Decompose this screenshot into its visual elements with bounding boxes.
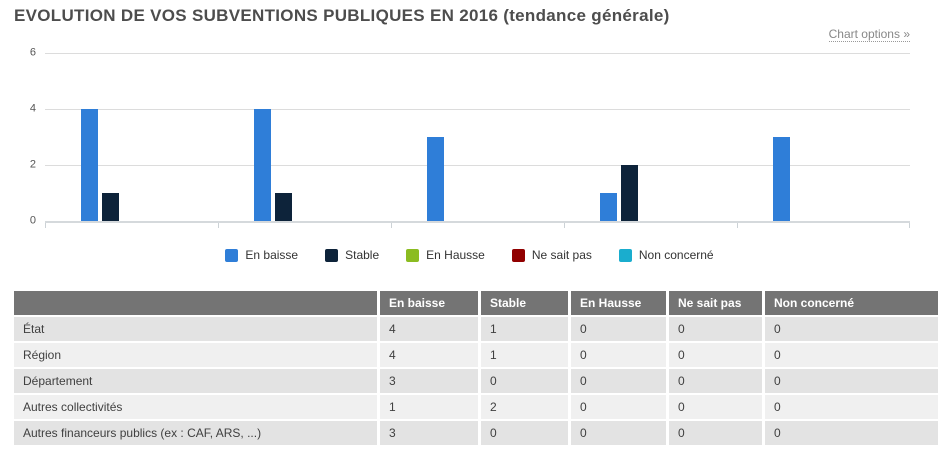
value-cell: 0 (669, 395, 762, 419)
page-title: EVOLUTION DE VOS SUBVENTIONS PUBLIQUES E… (14, 6, 670, 25)
category-group (564, 53, 737, 221)
value-cell: 0 (765, 343, 938, 367)
value-cell: 0 (481, 421, 568, 445)
legend-item-label: En Hausse (426, 248, 485, 262)
bar (773, 137, 790, 221)
row-label-cell: Autres collectivités (14, 395, 377, 419)
value-cell: 0 (571, 343, 666, 367)
x-axis-tick (218, 223, 219, 228)
category-group (391, 53, 564, 221)
row-label-cell: Autres financeurs publics (ex : CAF, ARS… (14, 421, 377, 445)
row-label-cell: Région (14, 343, 377, 367)
value-cell: 0 (571, 369, 666, 393)
value-cell: 0 (669, 343, 762, 367)
results-table: En baisse Stable En Hausse Ne sait pas Non c… (14, 291, 938, 445)
legend-swatch (618, 248, 632, 262)
x-axis-tick (391, 223, 392, 228)
value-cell: 0 (571, 421, 666, 445)
value-cell: 0 (669, 369, 762, 393)
value-cell: 0 (669, 317, 762, 341)
value-cell: 0 (571, 317, 666, 341)
bar (600, 193, 617, 221)
value-cell: 4 (380, 343, 478, 367)
bar (81, 109, 98, 221)
y-axis-tick-label: 2 (29, 158, 36, 171)
bar-chart: 0 2 4 6 (30, 47, 910, 228)
value-cell: 3 (380, 421, 478, 445)
table-header-cell: En Hausse (571, 291, 666, 315)
y-axis-tick-label: 6 (29, 46, 36, 59)
bar (102, 193, 119, 221)
row-label-cell: État (14, 317, 377, 341)
value-cell: 2 (481, 395, 568, 419)
legend-item-label: Non concerné (638, 248, 714, 262)
table-header-cell: Non concerné (765, 291, 938, 315)
table-header-cell: Stable (481, 291, 568, 315)
table-header-cell (14, 291, 377, 315)
value-cell: 0 (765, 421, 938, 445)
legend-item[interactable]: Stable (325, 248, 379, 262)
legend-item[interactable]: Non concerné (618, 248, 714, 262)
survey-chart-panel: EVOLUTION DE VOS SUBVENTIONS PUBLIQUES E… (0, 6, 939, 476)
value-cell: 0 (571, 395, 666, 419)
gridline (45, 109, 910, 110)
bar (427, 137, 444, 221)
legend-swatch (225, 248, 239, 262)
category-group (218, 53, 391, 221)
legend-item[interactable]: Ne sait pas (511, 248, 592, 262)
value-cell: 0 (669, 421, 762, 445)
gridline (45, 165, 910, 166)
category-group (45, 53, 218, 221)
legend-swatch (325, 248, 339, 262)
value-cell: 1 (380, 395, 478, 419)
bar (254, 109, 271, 221)
legend-item-label: Stable (345, 248, 380, 262)
value-cell: 0 (765, 369, 938, 393)
legend-item-label: En baisse (245, 248, 299, 262)
legend-item-label: Ne sait pas (531, 248, 592, 262)
value-cell: 0 (765, 317, 938, 341)
chart-options-row: Chart options » (0, 27, 910, 42)
value-cell: 4 (380, 317, 478, 341)
bar (621, 165, 638, 221)
chart-legend: En baisse Stable En Hausse Ne sait pas Non c… (0, 248, 939, 262)
x-axis-tick (737, 223, 738, 228)
plot-columns (45, 53, 910, 221)
y-axis-tick-label: 0 (29, 214, 36, 227)
row-label-cell: Département (14, 369, 377, 393)
bar (275, 193, 292, 221)
legend-item[interactable]: En Hausse (406, 248, 485, 262)
y-axis-tick-label: 4 (29, 102, 36, 115)
table-header-cell: Ne sait pas (669, 291, 762, 315)
plot-area: 0 2 4 6 (30, 47, 910, 228)
table-header-cell: En baisse (380, 291, 478, 315)
chart-options-link[interactable]: Chart options » (828, 27, 910, 42)
legend-swatch (406, 248, 420, 262)
legend-item[interactable]: En baisse (225, 248, 298, 262)
x-axis-tick (564, 223, 565, 228)
legend-swatch (511, 248, 525, 262)
x-axis-tick (45, 223, 46, 228)
value-cell: 1 (481, 343, 568, 367)
value-cell: 0 (481, 369, 568, 393)
value-cell: 3 (380, 369, 478, 393)
gridline (45, 53, 910, 54)
x-axis-tick (909, 223, 910, 228)
value-cell: 0 (765, 395, 938, 419)
category-group (737, 53, 910, 221)
value-cell: 1 (481, 317, 568, 341)
